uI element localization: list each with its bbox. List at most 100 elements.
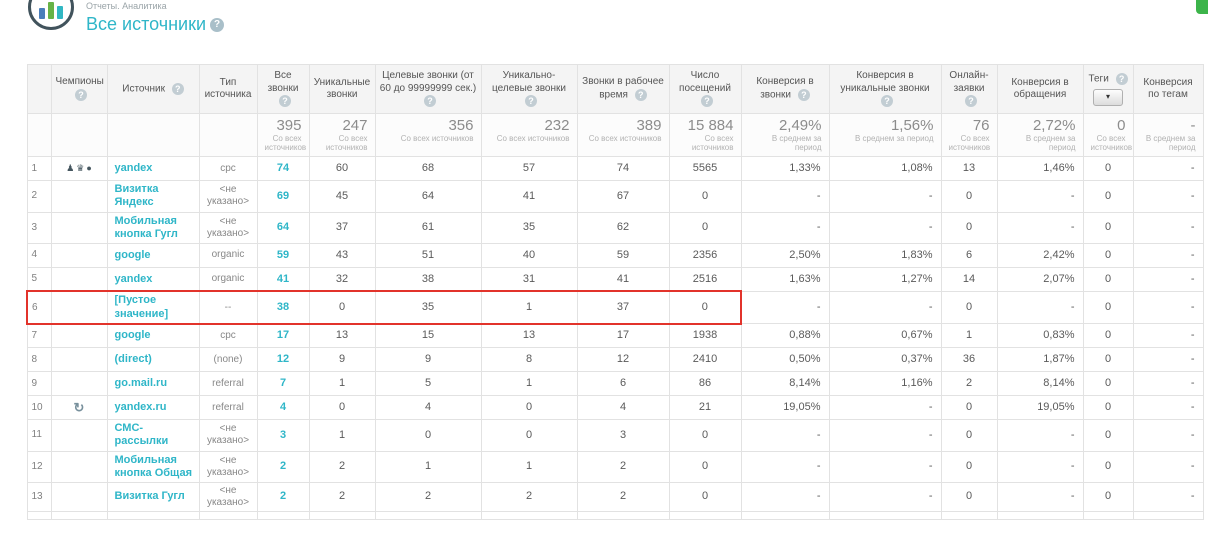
source-link[interactable]: Мобильная кнопка Гугл [114, 214, 178, 240]
value-cell: 0 [1082, 482, 1134, 513]
col-header-all-calls[interactable]: Все звонки ? [256, 63, 310, 115]
value-cell: 0 [940, 419, 998, 452]
help-icon[interactable]: ? [1115, 72, 1128, 85]
value-cell: 1 [374, 450, 482, 484]
all-calls-link[interactable]: 4 [279, 401, 287, 414]
value-cell: 13 [940, 156, 998, 182]
all-calls-cell[interactable]: 74 [256, 156, 310, 182]
all-calls-link[interactable]: 38 [276, 300, 290, 313]
source-link[interactable]: yandex.ru [114, 401, 167, 414]
help-icon[interactable]: ? [797, 88, 810, 101]
value-cell: 0 [1082, 156, 1134, 182]
col-label: Тип источника [204, 76, 252, 101]
col-header-unique-calls[interactable]: Уникальные звонки [308, 63, 376, 115]
all-calls-cell[interactable]: 3 [256, 419, 310, 452]
help-icon[interactable]: ? [171, 82, 184, 95]
value-cell: 45 [308, 180, 376, 213]
source-link[interactable]: [Пустое значение] [114, 294, 169, 320]
col-header-online-requests[interactable]: Онлайн-заявки ? [940, 63, 998, 115]
col-header-visits[interactable]: Число посещений ? [668, 63, 742, 115]
source-link[interactable]: yandex [114, 272, 153, 285]
value-cell: - [1132, 156, 1204, 182]
help-icon[interactable]: ? [75, 88, 87, 101]
all-calls-link[interactable]: 59 [276, 248, 290, 261]
source-cell: google [106, 242, 200, 268]
col-header-conversion-requests[interactable]: Конверсия в обращения [996, 63, 1084, 115]
col-header-source-type[interactable]: Тип источника [198, 63, 258, 115]
source-link[interactable]: yandex [114, 162, 153, 175]
source-link[interactable]: Визитка Гугл [114, 490, 185, 503]
col-header-champions[interactable]: Чемпионы ? [50, 63, 108, 115]
champions-cell [50, 180, 108, 213]
col-header-conversion-unique-calls[interactable]: Конверсия в уникальные звонки ? [828, 63, 942, 115]
source-link[interactable]: go.mail.ru [114, 377, 168, 390]
all-calls-cell[interactable]: 2 [256, 450, 310, 484]
col-header-rownum [26, 63, 52, 115]
summary-caption: Со всех источников [400, 134, 474, 144]
all-calls-cell[interactable]: 38 [256, 290, 310, 325]
help-icon[interactable]: ? [525, 95, 537, 107]
source-link[interactable]: Визитка Яндекс [114, 183, 159, 209]
all-calls-cell[interactable]: 17 [256, 323, 310, 349]
value-cell: 2 [480, 482, 578, 513]
source-link[interactable]: (direct) [114, 353, 152, 366]
all-calls-link[interactable]: 41 [276, 272, 290, 285]
tags-filter-button[interactable]: ▾ [1093, 88, 1123, 106]
col-label: Онлайн-заявки [949, 70, 989, 94]
col-header-conversion-calls[interactable]: Конверсия в звонки ? [740, 63, 830, 115]
row-number: 9 [26, 371, 52, 397]
all-calls-cell[interactable]: 2 [256, 482, 310, 513]
help-icon[interactable]: ? [279, 95, 291, 107]
all-calls-cell[interactable]: 12 [256, 347, 310, 373]
col-header-conversion-tags[interactable]: Конверсия по тегам [1132, 63, 1204, 115]
col-header-unique-target-calls[interactable]: Уникально-целевые звонки ? [480, 63, 578, 115]
help-icon[interactable]: ? [881, 95, 893, 107]
source-link[interactable]: СМС-рассылки [114, 422, 169, 448]
corner-app-icon[interactable] [1196, 0, 1208, 14]
source-link[interactable]: google [114, 329, 151, 342]
value-cell: 8 [480, 347, 578, 373]
all-calls-link[interactable]: 2 [279, 490, 287, 503]
all-calls-link[interactable]: 2 [279, 460, 287, 473]
value-cell: - [828, 180, 942, 213]
all-calls-cell[interactable]: 69 [256, 180, 310, 213]
value-cell: 2 [374, 482, 482, 513]
source-type-cell: -- [198, 290, 258, 325]
all-calls-cell[interactable]: 64 [256, 211, 310, 244]
all-calls-cell[interactable]: 41 [256, 266, 310, 292]
all-calls-cell[interactable]: 59 [256, 242, 310, 268]
col-label: Конверсия в звонки [756, 76, 814, 101]
all-calls-link[interactable]: 7 [279, 377, 287, 390]
all-calls-link[interactable]: 3 [279, 428, 287, 441]
all-calls-link[interactable]: 17 [276, 329, 290, 342]
help-icon[interactable]: ? [424, 95, 436, 107]
source-link[interactable]: google [114, 248, 151, 261]
col-header-work-time-calls[interactable]: Звонки в рабочее время ? [576, 63, 670, 115]
all-calls-link[interactable]: 74 [276, 162, 290, 175]
all-calls-cell[interactable]: 4 [256, 395, 310, 421]
all-calls-cell[interactable]: 7 [256, 371, 310, 397]
value-cell: 0 [940, 211, 998, 244]
value-cell: 17 [576, 323, 670, 349]
value-cell: 2,07% [996, 266, 1084, 292]
app-logo[interactable] [28, 0, 74, 30]
col-header-tags[interactable]: Теги ? ▾ [1082, 63, 1134, 115]
source-link[interactable]: Мобильная кнопка Общая [114, 453, 193, 479]
source-type-cell: organic [198, 242, 258, 268]
help-icon[interactable]: ? [965, 95, 977, 107]
value-cell: 21 [668, 395, 742, 421]
all-calls-link[interactable]: 64 [276, 221, 290, 234]
all-calls-link[interactable]: 69 [276, 189, 290, 202]
value-cell: 2,50% [740, 242, 830, 268]
value-cell: - [740, 482, 830, 513]
all-calls-link[interactable]: 12 [276, 353, 290, 366]
value-cell: 6 [576, 371, 670, 397]
value-cell: - [1132, 180, 1204, 213]
col-header-target-calls[interactable]: Целевые звонки (от 60 до 99999999 сек.) … [374, 63, 482, 115]
help-icon[interactable]: ? [210, 18, 225, 33]
value-cell: 0 [480, 419, 578, 452]
col-header-source[interactable]: Источник ? [106, 63, 200, 115]
help-icon[interactable]: ? [701, 95, 713, 107]
col-label: Уникальные звонки [313, 76, 371, 101]
help-icon[interactable]: ? [634, 88, 647, 101]
